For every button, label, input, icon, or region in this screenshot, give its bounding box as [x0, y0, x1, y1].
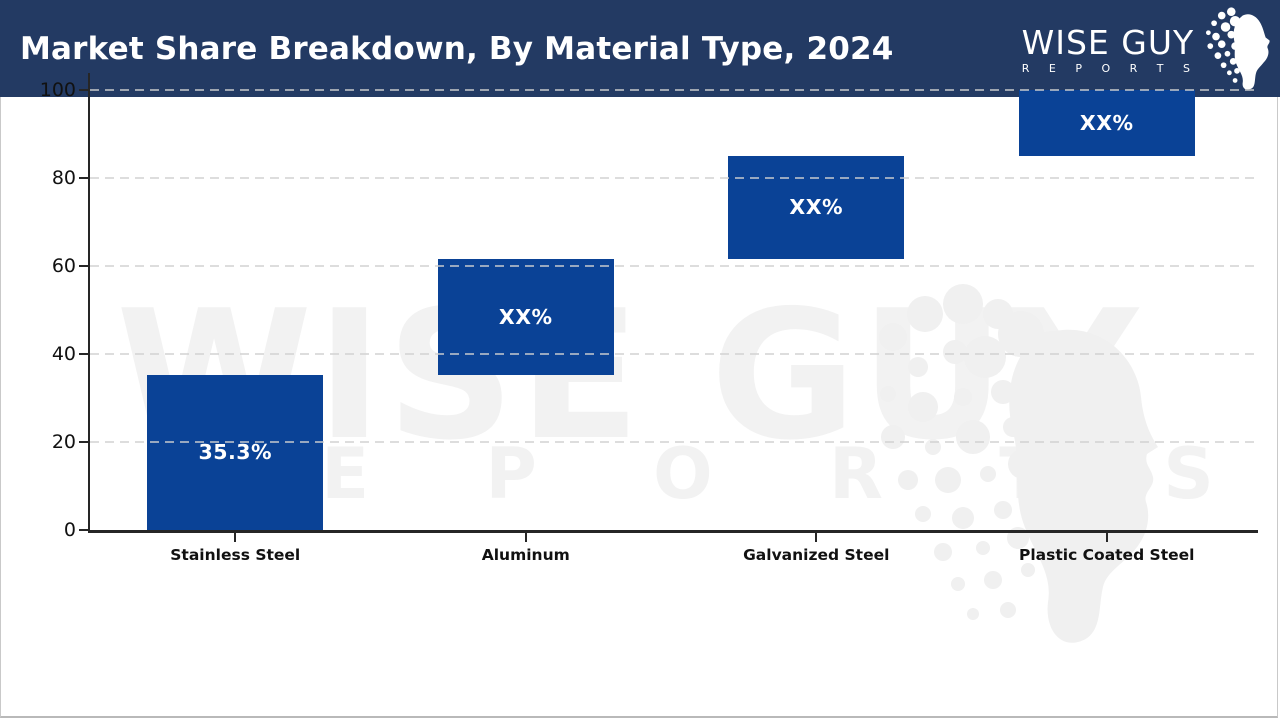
wise-guy-logo: WISE GUY R E P O R T S [1018, 6, 1274, 94]
watermark-head-icon [863, 222, 1183, 666]
y-axis-tick-label: 20 [51, 431, 76, 453]
logo-subtext: R E P O R T S [1021, 61, 1198, 75]
category-label: Plastic Coated Steel [1019, 546, 1195, 564]
logo-text: WISE GUY R E P O R T S [1018, 26, 1198, 75]
category-label: Aluminum [481, 546, 570, 564]
bar-segment: XX% [1018, 90, 1195, 156]
y-axis-tick [79, 177, 88, 179]
x-axis-spine [88, 530, 1258, 533]
x-axis-tick [234, 533, 237, 542]
bar-segment: XX% [437, 258, 614, 375]
y-axis-tick [79, 441, 88, 443]
y-axis-spine [88, 73, 90, 532]
bar-value-label: XX% [1079, 110, 1134, 135]
logo-wordmark: WISE GUY [1021, 22, 1195, 62]
y-axis-tick-label: 80 [51, 167, 76, 189]
header: Market Share Breakdown, By Material Type… [0, 0, 1280, 97]
category-label: Galvanized Steel [743, 546, 890, 564]
bar-segment: XX% [728, 155, 905, 259]
bar-value-label: XX% [789, 195, 844, 220]
bar-value-label: XX% [498, 304, 553, 329]
y-axis-tick [79, 265, 88, 267]
bar-segment: 35.3% [147, 374, 324, 530]
y-axis-tick [79, 529, 88, 531]
logo-head-icon [1200, 6, 1274, 94]
y-axis-tick-label: 0 [63, 519, 76, 541]
y-axis-tick-label: 40 [51, 343, 76, 365]
y-axis-tick [79, 353, 88, 355]
page-title: Market Share Breakdown, By Material Type… [20, 30, 894, 67]
y-axis-tick-label: 60 [51, 255, 76, 277]
y-axis-tick [79, 89, 88, 91]
category-label: Stainless Steel [170, 546, 301, 564]
y-axis-tick-label: 100 [39, 79, 76, 101]
x-axis-tick [815, 533, 818, 542]
x-axis-tick [524, 533, 527, 542]
plot-area: 35.3% XX% XX% XX% 0 20 40 60 80 100 Stainless Stee… [39, 73, 1258, 564]
x-axis-tick [1105, 533, 1108, 542]
bar-value-label: 35.3% [198, 440, 273, 465]
